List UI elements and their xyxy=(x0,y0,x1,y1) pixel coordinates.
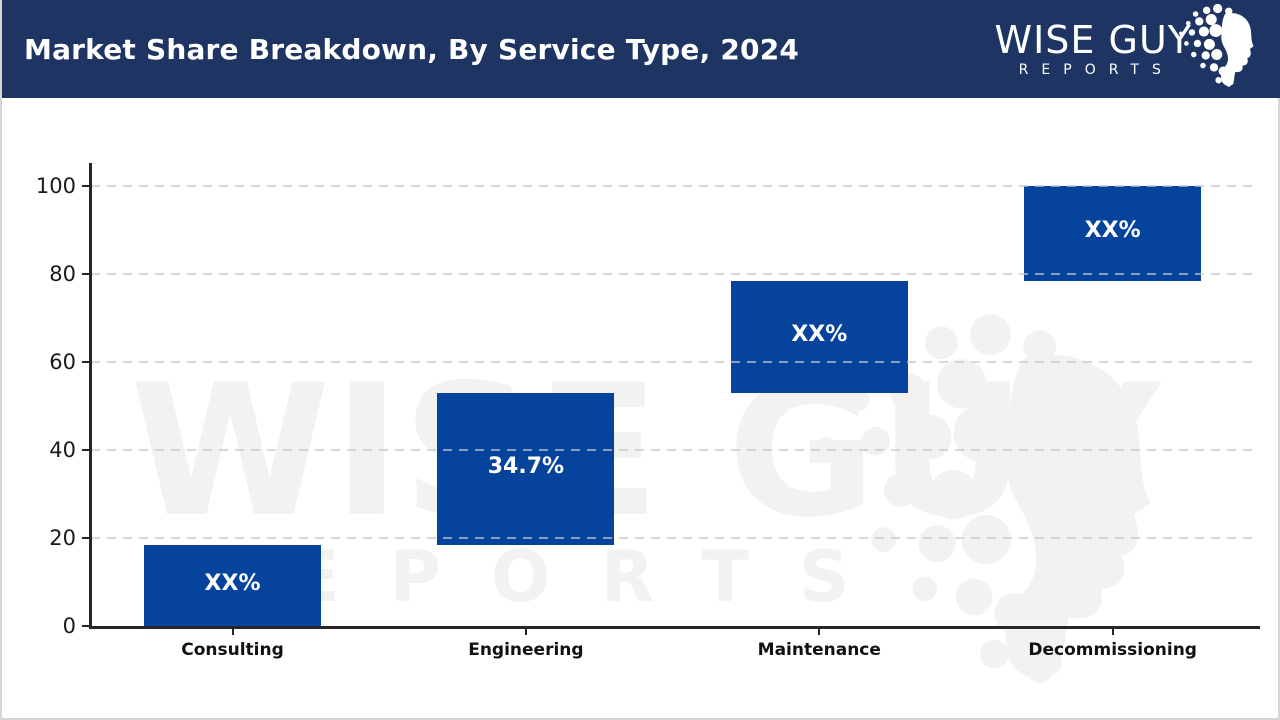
bar-engineering xyxy=(437,392,615,546)
y-tick-label-100: 100 xyxy=(35,174,76,198)
y-tick-label-40: 40 xyxy=(49,438,76,462)
y-tick-label-0: 0 xyxy=(62,614,76,638)
gridline-100 xyxy=(91,185,1258,187)
header: Market Share Breakdown, By Service Type,… xyxy=(2,0,1280,98)
bar-value-label: 34.7% xyxy=(487,454,565,480)
gridline-60 xyxy=(91,361,1258,363)
y-tick-80 xyxy=(82,273,91,275)
x-category-label: Decommissioning xyxy=(1028,640,1197,660)
gridline-20 xyxy=(91,537,1258,539)
y-tick-40 xyxy=(82,449,91,451)
y-tick-20 xyxy=(82,537,91,539)
bar-value-label: XX% xyxy=(204,570,261,596)
x-tick-3 xyxy=(1111,626,1114,635)
bar-maintenance xyxy=(730,280,908,393)
brand-name: WISE GUY xyxy=(994,17,1192,62)
bar-value-label: XX% xyxy=(791,321,848,347)
bar-decommissioning xyxy=(1024,186,1202,281)
y-tick-100 xyxy=(82,185,91,187)
x-category-label: Engineering xyxy=(468,640,584,660)
brand-text: WISE GUY REPORTS xyxy=(995,21,1192,78)
x-category-label: Consulting xyxy=(181,640,284,660)
wiseguy-face-icon xyxy=(1179,3,1254,87)
x-tick-2 xyxy=(818,626,821,635)
y-tick-label-20: 20 xyxy=(49,526,76,550)
gridline-40 xyxy=(91,449,1258,451)
y-tick-label-80: 80 xyxy=(49,262,76,286)
y-tick-60 xyxy=(82,361,91,363)
brand-subtitle: REPORTS xyxy=(1018,61,1174,78)
watermark-face-icon xyxy=(818,314,1151,684)
x-tick-1 xyxy=(524,626,527,635)
bar-consulting xyxy=(144,545,321,626)
y-tick-label-60: 60 xyxy=(49,350,76,374)
bar-value-label: XX% xyxy=(1084,218,1141,244)
x-axis-line xyxy=(89,626,1260,629)
y-axis-line xyxy=(89,163,92,628)
x-tick-0 xyxy=(231,626,234,635)
x-category-label: Maintenance xyxy=(757,640,881,660)
y-tick-0 xyxy=(82,625,91,627)
brand-logo: WISE GUY REPORTS xyxy=(995,3,1260,95)
chart-title: Market Share Breakdown, By Service Type,… xyxy=(24,32,800,66)
gridline-80 xyxy=(91,273,1258,275)
